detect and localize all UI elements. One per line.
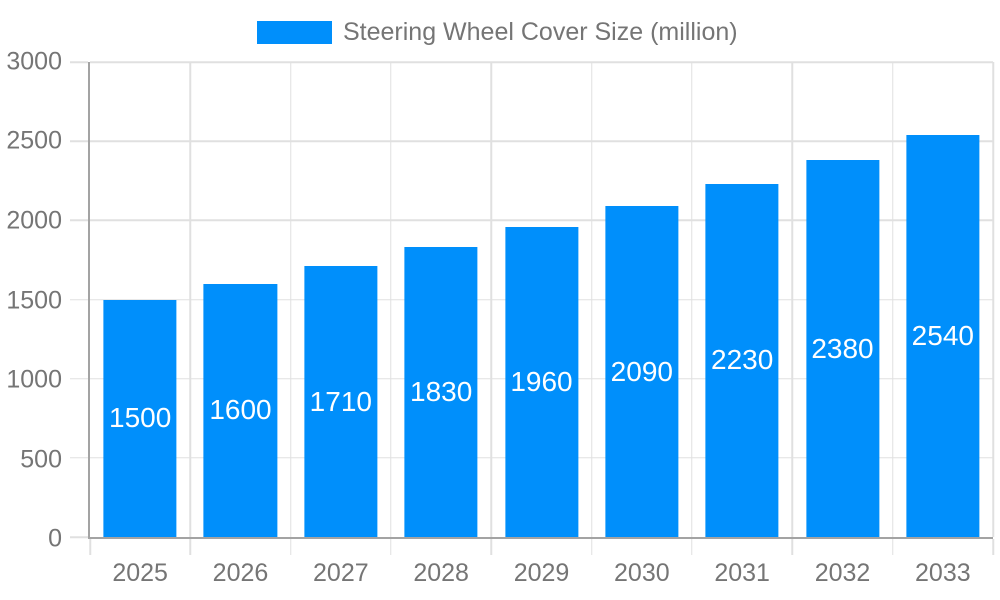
bar-2030[interactable]: 2090 xyxy=(605,206,679,537)
y-axis-tick-label: 500 xyxy=(20,445,62,473)
bar-value-label: 1710 xyxy=(309,385,372,417)
x-axis-tick xyxy=(490,539,493,555)
y-axis-tick xyxy=(70,536,88,538)
x-axis-labels: 2025 2026 2027 2028 2029 2030 2031 2032 2033 xyxy=(90,559,993,591)
x-axis-tick-label: 2027 xyxy=(313,559,369,587)
bar-value-label: 1500 xyxy=(109,402,172,434)
x-axis-tick-label: 2030 xyxy=(614,559,670,587)
bar-value-label: 2230 xyxy=(711,344,774,376)
bar-2027[interactable]: 1710 xyxy=(304,266,378,537)
y-axis-tick xyxy=(70,377,88,380)
x-axis-tick-label: 2029 xyxy=(513,559,570,587)
x-axis-tick-label: 2032 xyxy=(814,559,871,587)
x-axis-tick-label: 2031 xyxy=(714,559,770,587)
bar-value-label: 1960 xyxy=(510,365,573,397)
bar-2026[interactable]: 1600 xyxy=(203,283,278,537)
v-gridline xyxy=(691,62,693,537)
bar-value-label: 2090 xyxy=(610,355,673,387)
y-axis-tick-label: 3000 xyxy=(6,47,62,76)
bar-value-label: 1600 xyxy=(209,394,272,426)
x-axis-tick-label: 2026 xyxy=(212,559,269,587)
x-axis-tick xyxy=(691,539,693,555)
x-axis-tick xyxy=(590,539,593,555)
h-gridline xyxy=(90,140,993,142)
h-gridline xyxy=(90,219,993,222)
x-axis-tick xyxy=(992,539,994,555)
v-gridline xyxy=(390,62,392,537)
bar-2031[interactable]: 2230 xyxy=(705,183,779,537)
bar-2032[interactable]: 2380 xyxy=(805,160,880,537)
x-axis-tick xyxy=(89,539,91,555)
y-axis-tick xyxy=(70,61,88,63)
y-axis-tick-label: 1000 xyxy=(6,365,62,394)
bar-value-label: 2380 xyxy=(811,332,874,364)
bar-2033[interactable]: 2540 xyxy=(906,134,980,537)
x-axis-tick-label: 2025 xyxy=(112,559,168,587)
x-axis-tick xyxy=(791,539,794,555)
y-axis-tick xyxy=(70,219,88,222)
v-gridline xyxy=(992,62,994,537)
y-axis-tick-label: 2000 xyxy=(6,206,62,235)
y-axis-labels: 0 500 1000 1500 2000 2500 3000 xyxy=(0,49,86,551)
legend-label: Steering Wheel Cover Size (million) xyxy=(343,18,738,46)
legend-item[interactable]: Steering Wheel Cover Size (million) xyxy=(257,18,738,46)
h-gridline xyxy=(90,61,993,63)
y-axis-tick-label: 2500 xyxy=(6,126,62,155)
x-axis-tick-label: 2028 xyxy=(413,559,469,587)
y-axis-tick-label: 0 xyxy=(48,524,62,553)
v-gridline xyxy=(590,62,593,537)
y-axis-tick xyxy=(70,298,88,301)
v-gridline xyxy=(791,62,794,537)
legend-swatch-icon xyxy=(257,21,332,44)
v-gridline xyxy=(189,62,192,537)
bar-value-label: 2540 xyxy=(911,319,974,351)
x-axis-tick xyxy=(289,539,292,555)
v-gridline xyxy=(490,62,493,537)
v-gridline xyxy=(289,62,292,537)
y-axis-tick-label: 1500 xyxy=(6,286,62,314)
bar-value-label: 1830 xyxy=(410,376,473,408)
y-axis-tick xyxy=(70,457,88,459)
bar-2029[interactable]: 1960 xyxy=(504,226,579,537)
v-gridline xyxy=(891,62,894,537)
bar-2028[interactable]: 1830 xyxy=(404,247,478,537)
x-axis-tick-label: 2033 xyxy=(915,559,971,587)
x-axis-tick xyxy=(891,539,894,555)
bar-2025[interactable]: 1500 xyxy=(103,299,177,537)
plot-area: 1500 1600 1710 1830 1960 2090 2230 2380 2540 xyxy=(70,61,994,555)
x-axis-tick xyxy=(189,539,192,555)
y-axis-tick xyxy=(70,140,88,142)
x-axis-tick xyxy=(390,539,392,555)
